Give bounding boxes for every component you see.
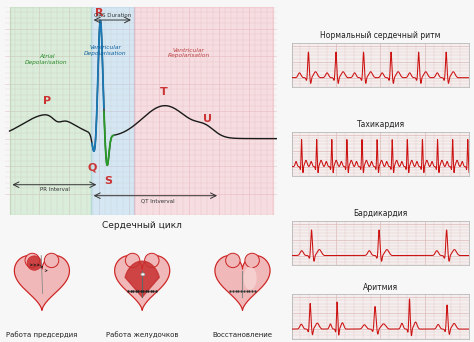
Polygon shape — [14, 256, 70, 310]
Ellipse shape — [25, 253, 39, 267]
Text: S: S — [105, 176, 113, 186]
Text: Восстановление: Восстановление — [212, 332, 273, 338]
Text: T: T — [160, 87, 168, 97]
Text: U: U — [203, 114, 212, 124]
Text: Q: Q — [87, 163, 97, 173]
Bar — [134, 7, 273, 215]
Text: QRS Duration: QRS Duration — [94, 13, 131, 18]
Polygon shape — [215, 256, 270, 310]
Text: Работа желудочков: Работа желудочков — [106, 331, 178, 338]
Text: Работа предсердия: Работа предсердия — [6, 331, 78, 338]
Bar — [91, 7, 134, 215]
Text: Бардикардия: Бардикардия — [354, 209, 408, 218]
Text: Atrial
Depolarisation: Atrial Depolarisation — [25, 54, 68, 65]
Ellipse shape — [141, 273, 145, 276]
Text: PR Interval: PR Interval — [40, 187, 70, 192]
Ellipse shape — [27, 256, 42, 270]
Text: Нормальный сердечный ритм: Нормальный сердечный ритм — [320, 31, 441, 40]
Text: R: R — [95, 8, 103, 18]
Ellipse shape — [45, 253, 59, 267]
Text: P: P — [43, 96, 51, 106]
Polygon shape — [115, 256, 170, 310]
Text: Ventricular
Repolarisation: Ventricular Repolarisation — [168, 48, 210, 58]
Bar — [9, 7, 91, 215]
Ellipse shape — [125, 253, 140, 267]
Ellipse shape — [145, 253, 159, 267]
Text: Тахикардия: Тахикардия — [356, 120, 405, 129]
Text: QT Intverval: QT Intverval — [141, 198, 174, 203]
Ellipse shape — [226, 253, 240, 267]
Text: Ventricular
Depolarisation: Ventricular Depolarisation — [84, 45, 127, 56]
Ellipse shape — [245, 253, 259, 267]
Ellipse shape — [244, 266, 256, 290]
Polygon shape — [125, 261, 159, 297]
Text: Аритмия: Аритмия — [363, 284, 398, 292]
Text: Сердечный цикл: Сердечный цикл — [102, 221, 182, 230]
